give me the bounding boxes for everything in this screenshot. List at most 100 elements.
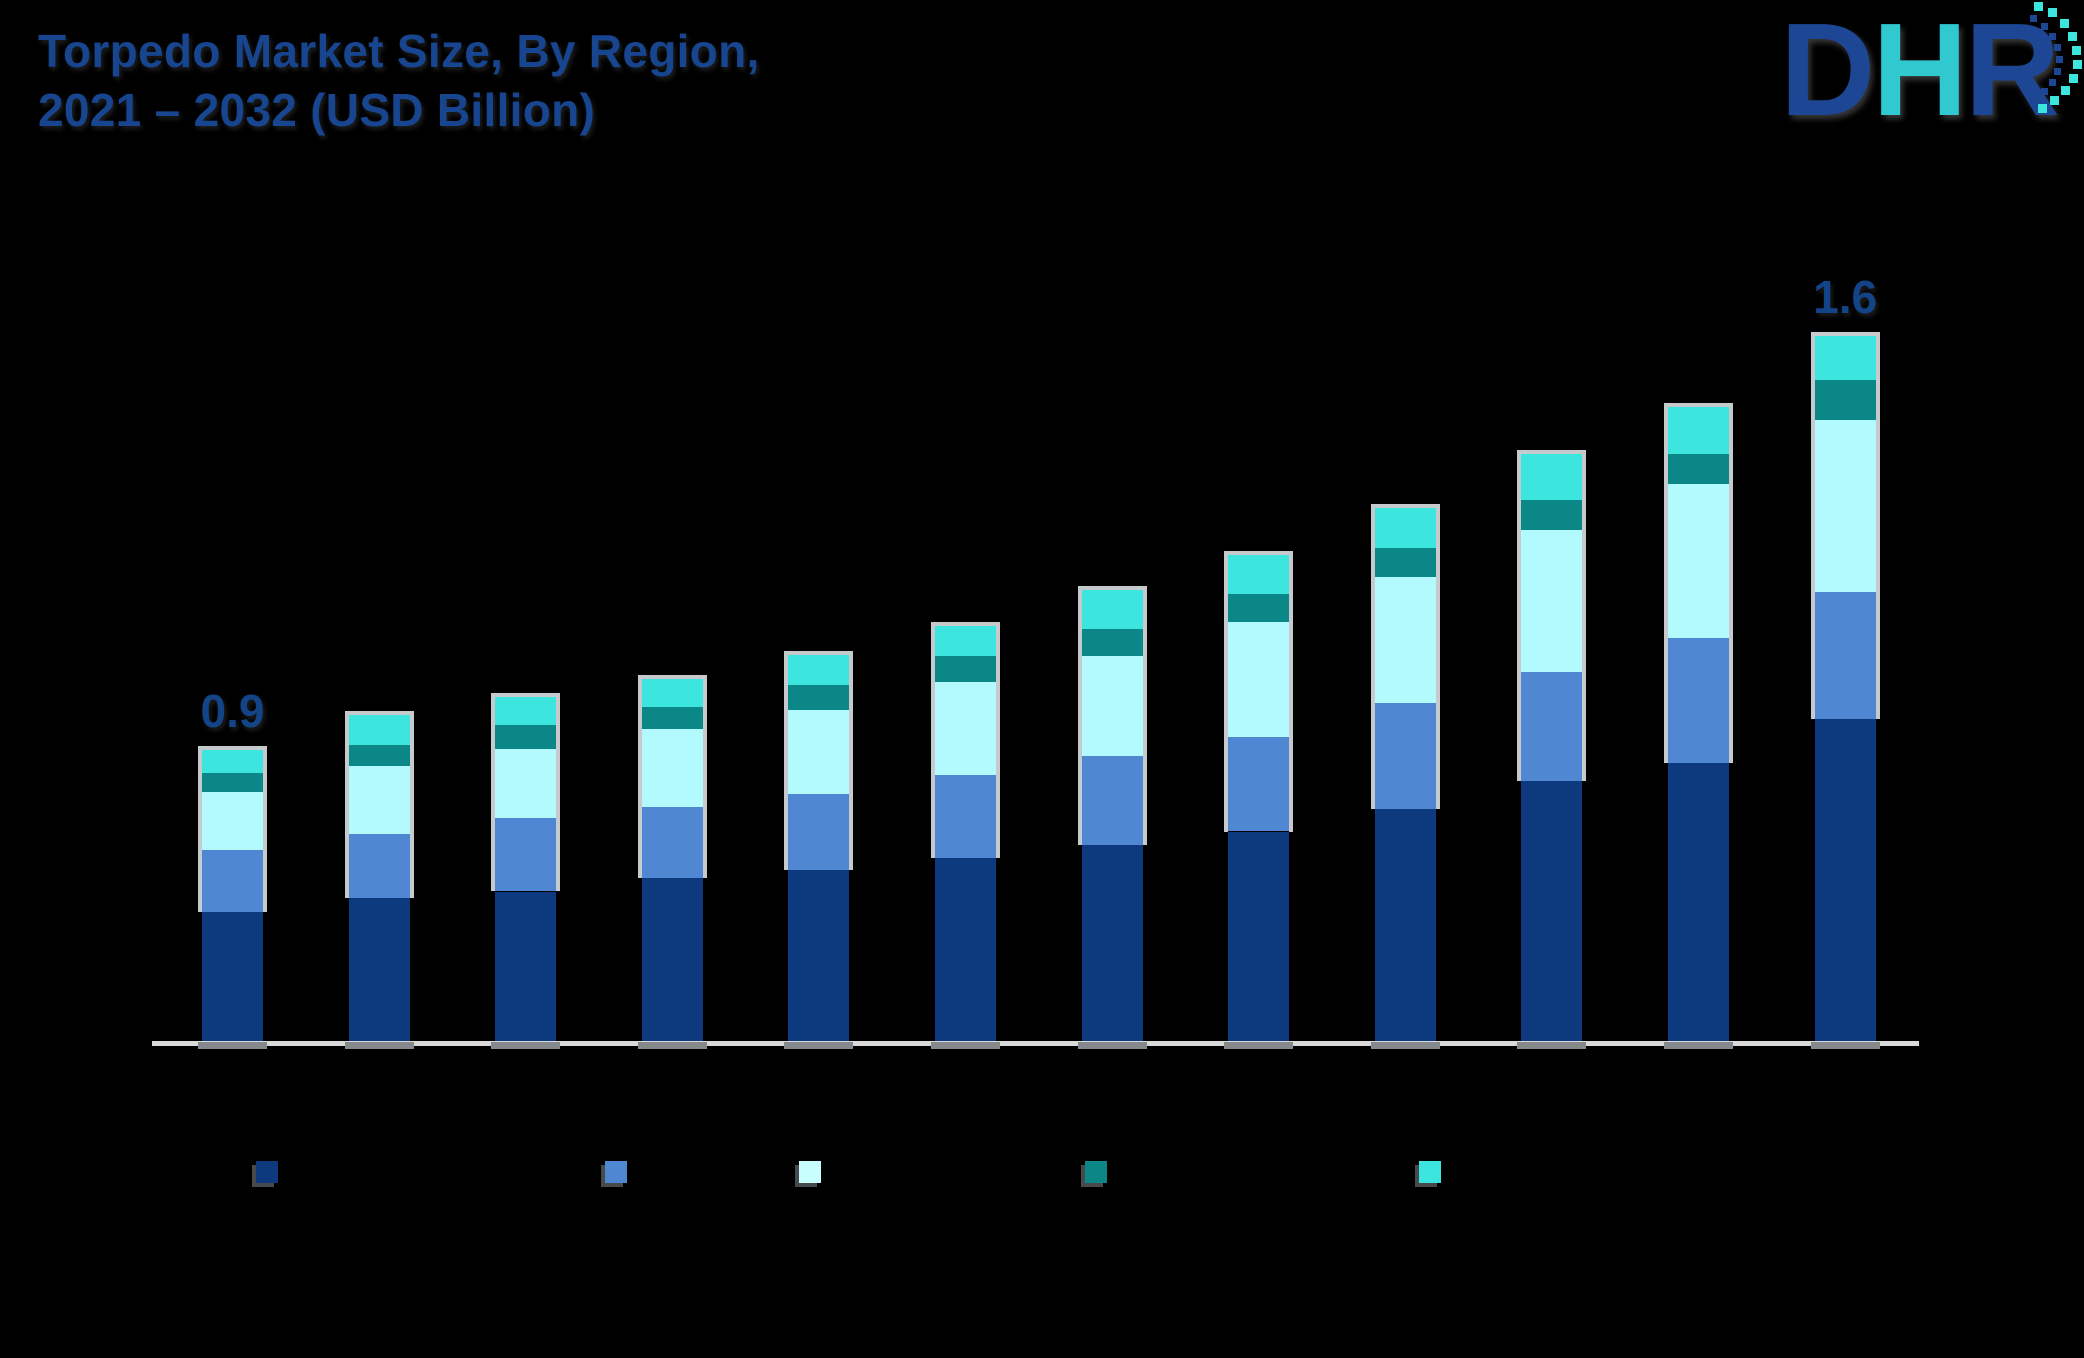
- bar-segment-series-5-turquoise: [1521, 454, 1583, 501]
- bar-segment-series-1-navy: [1521, 781, 1583, 1041]
- bar-segment-series-1-navy: [202, 911, 263, 1041]
- bar-baseline-shadow: [637, 1042, 707, 1049]
- bar-segment-series-4-teal: [348, 745, 410, 766]
- bar-2025: [784, 651, 854, 1041]
- bar-2032: [1810, 332, 1880, 1041]
- bar-segment-series-5-turquoise: [788, 655, 850, 685]
- logo-letter-d: D: [1780, 0, 1875, 143]
- bar-segment-series-4-teal: [1228, 594, 1290, 623]
- bar-upper-stack: [784, 651, 854, 871]
- bar-segment-series-4-teal: [495, 724, 557, 749]
- legend-swatch-4: [1085, 1161, 1107, 1183]
- bar-segment-series-4-teal: [641, 707, 703, 729]
- bar-segment-series-1-navy: [1374, 808, 1436, 1041]
- logo-letter-r: R: [1964, 0, 2060, 143]
- legend-swatch-5: [1419, 1161, 1441, 1183]
- bar-baseline-shadow: [198, 1042, 267, 1049]
- bar-baseline-shadow: [1810, 1042, 1880, 1049]
- chart-title: Torpedo Market Size, By Region, 2021 – 2…: [38, 22, 760, 140]
- bar-2024: [637, 675, 707, 1041]
- bar-segment-series-3-palecyan: [935, 681, 996, 776]
- bar-segment-series-3-palecyan: [788, 709, 850, 794]
- logo-dot-teal: [2068, 32, 2077, 41]
- bar-segment-series-1-navy: [1228, 831, 1290, 1041]
- bar-segment-series-2-blue: [641, 806, 703, 878]
- bar-value-label: 0.9: [200, 685, 265, 738]
- logo-dot-blue: [2041, 88, 2048, 95]
- x-axis-line: [152, 1041, 1919, 1046]
- bar-segment-series-5-turquoise: [1374, 507, 1436, 549]
- bar-2022: [344, 710, 414, 1041]
- logo-dot-blue: [2041, 23, 2048, 30]
- logo-dot-teal: [2069, 74, 2078, 83]
- bar-baseline-shadow: [784, 1042, 854, 1049]
- bar-segment-series-1-navy: [495, 891, 557, 1041]
- bar-baseline-shadow: [1517, 1042, 1587, 1049]
- logo-dot-teal: [2073, 60, 2082, 69]
- bar-baseline-shadow: [1077, 1042, 1147, 1049]
- logo-dot-blue: [2030, 15, 2037, 22]
- bar-segment-series-4-teal: [1374, 548, 1436, 577]
- bar-segment-series-5-turquoise: [935, 625, 996, 656]
- legend-swatch-1: [256, 1161, 278, 1183]
- bar-segment-series-3-palecyan: [495, 748, 557, 819]
- bar-segment-series-3-palecyan: [1374, 576, 1436, 703]
- bar-segment-series-1-navy: [1668, 762, 1729, 1041]
- bar-segment-series-1-navy: [788, 870, 850, 1041]
- chart-title-line2: 2021 – 2032 (USD Billion): [38, 84, 596, 136]
- bar-upper-stack: [1664, 403, 1733, 763]
- dhr-logo-text: DHR: [1780, 0, 2060, 145]
- bar-segment-series-2-blue: [788, 793, 850, 870]
- bar-segment-series-2-blue: [495, 818, 557, 892]
- bar-segment-series-2-blue: [202, 850, 263, 912]
- bar-upper-stack: [198, 746, 267, 912]
- bar-baseline-shadow: [931, 1042, 1000, 1049]
- bar-upper-stack: [1370, 503, 1440, 809]
- bar-segment-series-1-navy: [641, 877, 703, 1041]
- bar-segment-series-1-navy: [348, 898, 410, 1041]
- bar-segment-series-3-palecyan: [1081, 655, 1143, 756]
- bar-segment-series-5-turquoise: [202, 750, 263, 773]
- bar-segment-series-3-palecyan: [202, 792, 263, 851]
- bar-segment-series-5-turquoise: [641, 679, 703, 708]
- bar-segment-series-3-palecyan: [1228, 622, 1290, 737]
- bar-segment-series-3-palecyan: [1668, 484, 1729, 639]
- logo-dot-teal: [2038, 104, 2047, 113]
- bar-segment-series-4-teal: [1081, 628, 1143, 656]
- bar-segment-series-2-blue: [1814, 591, 1876, 720]
- logo-dot-teal: [2048, 8, 2057, 17]
- bar-2028: [1224, 550, 1294, 1041]
- bar-2030: [1517, 450, 1587, 1041]
- bar-2026: [931, 621, 1000, 1041]
- bar-segment-series-5-turquoise: [495, 696, 557, 725]
- bar-baseline-shadow: [1224, 1042, 1294, 1049]
- bar-upper-stack: [1810, 332, 1880, 720]
- logo-dot-blue: [2054, 44, 2061, 51]
- bar-segment-series-5-turquoise: [1668, 407, 1729, 455]
- bar-upper-stack: [344, 710, 414, 899]
- bar-segment-series-3-palecyan: [1814, 419, 1876, 592]
- legend-swatch-2: [605, 1161, 627, 1183]
- bar-upper-stack: [491, 692, 561, 892]
- bar-segment-series-2-blue: [1228, 736, 1290, 832]
- logo-dot-teal: [2072, 46, 2081, 55]
- bar-segment-series-4-teal: [935, 655, 996, 682]
- bar-baseline-shadow: [1664, 1042, 1733, 1049]
- bar-segment-series-1-navy: [1814, 719, 1876, 1041]
- logo-dot-blue: [2049, 79, 2056, 86]
- logo-dot-teal: [2034, 2, 2043, 11]
- bar-upper-stack: [637, 675, 707, 878]
- bar-segment-series-2-blue: [1374, 703, 1436, 809]
- logo-dot-teal: [2061, 86, 2070, 95]
- bar-upper-stack: [1077, 586, 1147, 845]
- bar-segment-series-2-blue: [1521, 672, 1583, 782]
- logo-dot-teal: [2050, 96, 2059, 105]
- bar-segment-series-5-turquoise: [1081, 590, 1143, 629]
- chart-title-line1: Torpedo Market Size, By Region,: [38, 25, 760, 77]
- logo-dot-teal: [2060, 19, 2069, 28]
- bar-segment-series-5-turquoise: [1228, 554, 1290, 595]
- bar-segment-series-2-blue: [1668, 638, 1729, 763]
- bar-segment-series-3-palecyan: [348, 765, 410, 834]
- logo-dot-blue: [2049, 33, 2056, 40]
